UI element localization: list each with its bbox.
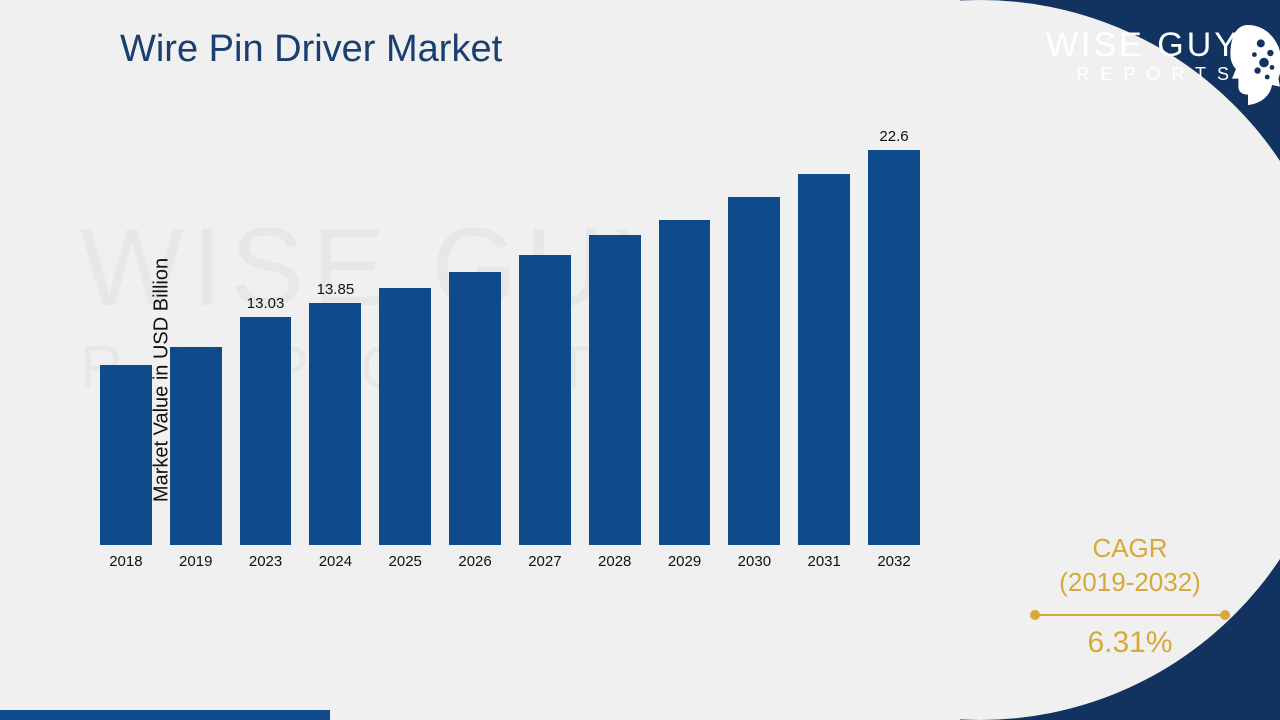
bar-chart: Market Value in USD Billion 2018201913.0… (70, 150, 920, 610)
cagr-label: CAGR (2019-2032) (1010, 532, 1250, 600)
bar-rect (589, 235, 641, 545)
bar-slot: 2030 (728, 175, 780, 570)
bar-category-label: 2019 (179, 553, 212, 570)
bar-rect (728, 197, 780, 545)
cagr-divider (1035, 614, 1225, 616)
bar-category-label: 2027 (528, 553, 561, 570)
bar-rect (868, 150, 920, 546)
bars-container: 2018 2019 13.03 2023 13.85 2024 2025 2026 2027 20… (100, 150, 920, 570)
bar-category-label: 2032 (877, 553, 910, 570)
bar-category-label: 2023 (249, 553, 282, 570)
bar-rect (309, 303, 361, 545)
bar-slot: 2027 (519, 233, 571, 571)
bar-value-label: 13.85 (317, 281, 355, 299)
bar-category-label: 2026 (458, 553, 491, 570)
logo-text-bottom: REPORTS (1046, 64, 1240, 85)
bar-category-label: 2028 (598, 553, 631, 570)
bar-category-label: 2025 (389, 553, 422, 570)
bar-rect (379, 288, 431, 545)
bar-value-label: 22.6 (879, 128, 908, 146)
bar-value-label: 13.03 (247, 295, 285, 313)
bar-slot: 13.03 2023 (240, 295, 292, 570)
logo-text-top: WISE GUY (1046, 28, 1240, 62)
page-root: WISE GUY R E P O R T S WISE GUY REPORTS … (0, 0, 1280, 720)
bar-category-label: 2024 (319, 553, 352, 570)
bar-category-label: 2030 (738, 553, 771, 570)
bar-category-label: 2018 (109, 553, 142, 570)
bar-slot: 2018 (100, 343, 152, 570)
cagr-value: 6.31% (1010, 626, 1250, 660)
cagr-block: CAGR (2019-2032) 6.31% (1010, 532, 1250, 660)
cagr-label-line2: (2019-2032) (1059, 567, 1201, 597)
bar-slot: 2031 (798, 152, 850, 570)
bar-rect (449, 272, 501, 545)
bar-slot: 2026 (449, 250, 501, 570)
bar-rect (519, 255, 571, 546)
bar-slot: 2019 (170, 325, 222, 570)
bar-slot: 2028 (589, 213, 641, 570)
bar-rect (240, 317, 292, 545)
bar-rect (170, 347, 222, 545)
cagr-label-line1: CAGR (1092, 533, 1167, 563)
footer-accent-bar (0, 710, 330, 720)
brand-logo: WISE GUY REPORTS (1046, 28, 1240, 85)
bar-slot: 2029 (659, 198, 711, 571)
page-title: Wire Pin Driver Market (120, 28, 502, 71)
bar-slot: 22.6 2032 (868, 128, 920, 571)
bar-category-label: 2029 (668, 553, 701, 570)
bar-rect (659, 220, 711, 546)
bar-category-label: 2031 (808, 553, 841, 570)
bar-rect (798, 174, 850, 545)
bar-rect (100, 365, 152, 545)
bar-slot: 13.85 2024 (309, 281, 361, 570)
bar-slot: 2025 (379, 266, 431, 570)
